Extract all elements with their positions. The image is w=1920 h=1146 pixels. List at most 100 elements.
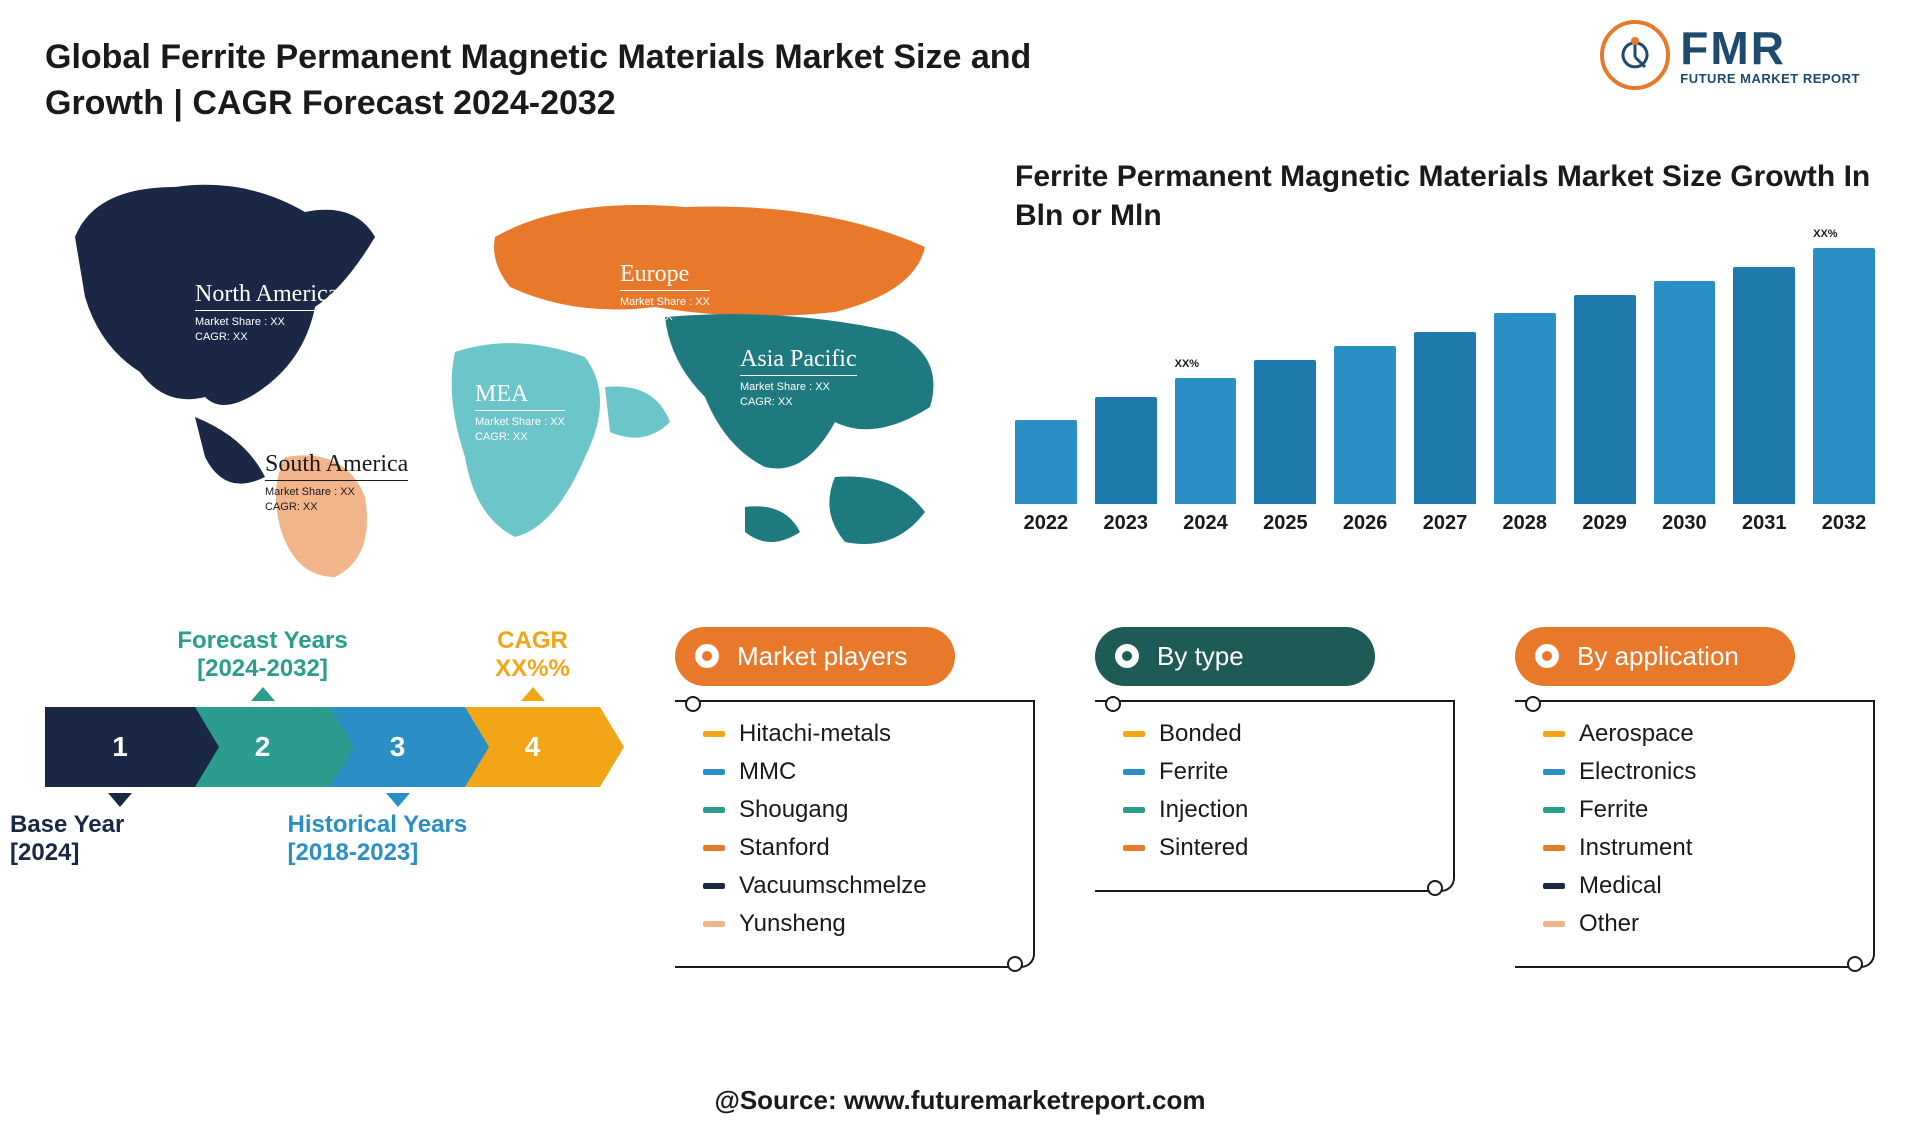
fmr-logo: FMR FUTURE MARKET REPORT xyxy=(1600,20,1860,90)
bar-year: 2029 xyxy=(1582,512,1627,535)
bar-rect xyxy=(1654,281,1716,504)
bar-year: 2027 xyxy=(1423,512,1468,535)
bar-2027: 2027 xyxy=(1414,332,1476,535)
list-item-text: Ferrite xyxy=(1579,796,1648,824)
page-title: Global Ferrite Permanent Magnetic Materi… xyxy=(45,35,1145,127)
by-type-block: By type Bonded Ferrite Injection Sintered xyxy=(1095,627,1455,892)
bar-2023: 2023 xyxy=(1095,397,1157,535)
bar-2026: 2026 xyxy=(1334,346,1396,535)
by-application-block: By application Aerospace Electronics Ferri… xyxy=(1515,627,1875,968)
market-players-block: Market players Hitachi-metalsMMCShougang… xyxy=(675,627,1035,968)
category-list: Bonded Ferrite Injection Sintered xyxy=(1123,720,1453,862)
bullet-icon xyxy=(1543,731,1565,737)
list-item: Vacuumschmelze xyxy=(703,872,1033,900)
tl-title: Base Year xyxy=(10,811,230,839)
logo-text-big: FMR xyxy=(1680,25,1860,71)
bar-rect xyxy=(1254,360,1316,504)
list-item: Injection xyxy=(1123,796,1453,824)
tl-sub: [2018-2023] xyxy=(288,839,508,867)
bar-rect: XX% xyxy=(1813,248,1875,503)
timeline-bot-base-year: Base Year[2024] xyxy=(10,793,230,867)
bullet-icon xyxy=(703,883,725,889)
tl-sub: [2024-2032] xyxy=(173,655,353,683)
tl-sub: [2024] xyxy=(10,839,230,867)
region-asia-pacific: Asia Pacific Market Share : XX CAGR: XX xyxy=(740,347,857,411)
timeline-seg-1: 1 xyxy=(45,707,195,787)
category-list: Hitachi-metalsMMCShougangStanfordVacuums… xyxy=(703,720,1033,938)
category-header: By type xyxy=(1095,627,1375,686)
region-cagr: CAGR: XX xyxy=(195,330,338,345)
bullet-icon xyxy=(1543,769,1565,775)
list-item-text: Aerospace xyxy=(1579,720,1694,748)
tl-title: Historical Years xyxy=(288,811,508,839)
region-name: South America xyxy=(265,452,408,476)
list-item: Instrument xyxy=(1543,834,1873,862)
chart-title: Ferrite Permanent Magnetic Materials Mar… xyxy=(1015,157,1875,235)
list-item-text: Ferrite xyxy=(1159,758,1228,786)
list-item-text: Vacuumschmelze xyxy=(739,872,927,900)
category-body: Bonded Ferrite Injection Sintered xyxy=(1095,700,1455,892)
bar-rect: XX% xyxy=(1175,378,1237,503)
bar-rect xyxy=(1414,332,1476,504)
bar-year: 2022 xyxy=(1024,512,1069,535)
list-item: Yunsheng xyxy=(703,910,1033,938)
list-item-text: Yunsheng xyxy=(739,910,846,938)
region-share: Market Share : XX xyxy=(195,315,338,330)
bullet-icon xyxy=(1123,731,1145,737)
bar-label-2024: XX% xyxy=(1175,358,1199,370)
list-item: Electronics xyxy=(1543,758,1873,786)
region-north-america: North America Market Share : XX CAGR: XX xyxy=(195,282,338,346)
pill-dot-icon xyxy=(695,644,719,668)
bullet-icon xyxy=(1543,921,1565,927)
region-name: Europe xyxy=(620,262,710,286)
bar-year: 2028 xyxy=(1503,512,1548,535)
region-share: Market Share : XX xyxy=(265,485,408,500)
bullet-icon xyxy=(703,731,725,737)
list-item-text: Other xyxy=(1579,910,1639,938)
bar-rect xyxy=(1334,346,1396,504)
category-header-text: Market players xyxy=(737,641,908,672)
bar-rect xyxy=(1733,267,1795,504)
logo-text-small: FUTURE MARKET REPORT xyxy=(1680,71,1860,86)
bullet-icon xyxy=(1543,845,1565,851)
category-list: AerospaceElectronicsFerriteInstrumentMed… xyxy=(1543,720,1873,938)
list-item-text: Electronics xyxy=(1579,758,1696,786)
bar-rect xyxy=(1095,397,1157,504)
source-attribution: @Source: www.futuremarketreport.com xyxy=(714,1085,1205,1116)
growth-bar-chart: Ferrite Permanent Magnetic Materials Mar… xyxy=(1015,157,1875,577)
bar-2028: 2028 xyxy=(1494,313,1556,534)
region-name: North America xyxy=(195,282,338,306)
bullet-icon xyxy=(1543,883,1565,889)
list-item-text: Injection xyxy=(1159,796,1248,824)
list-item: Sintered xyxy=(1123,834,1453,862)
bullet-icon xyxy=(1543,807,1565,813)
bar-2030: 2030 xyxy=(1654,281,1716,535)
timeline: Forecast Years[2024-2032]CAGRXX%% 1234 B… xyxy=(45,627,615,893)
region-cagr: CAGR: XX xyxy=(265,500,408,515)
region-share: Market Share : XX xyxy=(620,295,710,310)
list-item: Stanford xyxy=(703,834,1033,862)
pill-dot-icon xyxy=(1535,644,1559,668)
bullet-icon xyxy=(703,807,725,813)
timeline-bot-historical-years: Historical Years[2018-2023] xyxy=(288,793,508,867)
list-item: Hitachi-metals xyxy=(703,720,1033,748)
pill-dot-icon xyxy=(1115,644,1139,668)
bar-2029: 2029 xyxy=(1574,295,1636,535)
bullet-icon xyxy=(703,769,725,775)
region-cagr: CAGR: XX xyxy=(620,310,710,325)
list-item-text: Instrument xyxy=(1579,834,1692,862)
region-cagr: CAGR: XX xyxy=(475,430,565,445)
category-header-text: By application xyxy=(1577,641,1739,672)
bar-2032: XX% 2032 xyxy=(1813,248,1875,534)
bar-year: 2025 xyxy=(1263,512,1308,535)
bar-2031: 2031 xyxy=(1733,267,1795,535)
tl-title: Forecast Years xyxy=(173,627,353,655)
list-item: Bonded xyxy=(1123,720,1453,748)
region-share: Market Share : XX xyxy=(740,380,857,395)
logo-icon xyxy=(1600,20,1670,90)
bar-2024: XX% 2024 xyxy=(1175,378,1237,534)
list-item: Aerospace xyxy=(1543,720,1873,748)
category-header: By application xyxy=(1515,627,1795,686)
list-item-text: Hitachi-metals xyxy=(739,720,891,748)
category-body: AerospaceElectronicsFerriteInstrumentMed… xyxy=(1515,700,1875,968)
